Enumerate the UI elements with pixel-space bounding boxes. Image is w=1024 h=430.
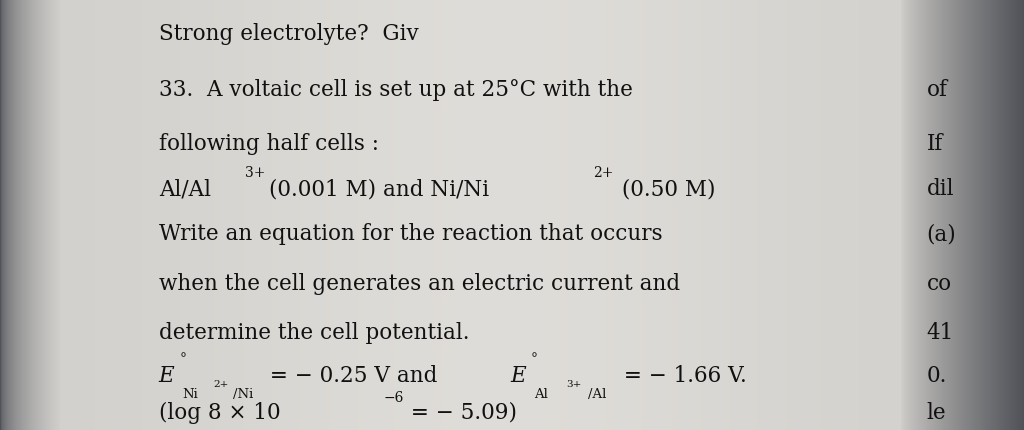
- Text: 41: 41: [927, 322, 954, 344]
- Text: following half cells :: following half cells :: [159, 133, 379, 155]
- Text: °: °: [179, 352, 186, 366]
- Text: Al: Al: [535, 388, 549, 401]
- Text: Strong electrolyte?  Giv: Strong electrolyte? Giv: [159, 23, 419, 46]
- Text: 0.: 0.: [927, 365, 947, 387]
- Text: = − 1.66 V.: = − 1.66 V.: [617, 365, 748, 387]
- Text: /Al: /Al: [588, 388, 606, 401]
- Text: (log 8 × 10: (log 8 × 10: [159, 402, 281, 424]
- Text: E: E: [159, 365, 174, 387]
- Text: dil: dil: [927, 178, 954, 200]
- Text: 2+: 2+: [593, 166, 613, 180]
- Text: when the cell generates an electric current and: when the cell generates an electric curr…: [159, 273, 680, 295]
- Text: determine the cell potential.: determine the cell potential.: [159, 322, 469, 344]
- Text: 3+: 3+: [566, 381, 582, 389]
- Text: = − 5.09): = − 5.09): [404, 402, 517, 424]
- Text: 3+: 3+: [245, 166, 265, 180]
- Text: (0.50 M): (0.50 M): [615, 178, 716, 200]
- Text: (a): (a): [927, 223, 956, 246]
- Text: = − 0.25 V and: = − 0.25 V and: [263, 365, 444, 387]
- Text: −6: −6: [384, 391, 404, 405]
- Text: °: °: [530, 352, 538, 366]
- Text: (0.001 M) and Ni/Ni: (0.001 M) and Ni/Ni: [269, 178, 489, 200]
- Text: co: co: [927, 273, 952, 295]
- Text: Write an equation for the reaction that occurs: Write an equation for the reaction that …: [159, 223, 663, 246]
- Text: le: le: [927, 402, 946, 424]
- Text: 2+: 2+: [213, 381, 228, 389]
- Text: If: If: [927, 133, 943, 155]
- Text: Ni: Ni: [182, 388, 198, 401]
- Text: Al/Al: Al/Al: [159, 178, 211, 200]
- Text: 33.  A voltaic cell is set up at 25°C with the: 33. A voltaic cell is set up at 25°C wit…: [159, 79, 633, 101]
- Text: E: E: [510, 365, 525, 387]
- Text: /Ni: /Ni: [233, 388, 254, 401]
- Text: of: of: [927, 79, 948, 101]
